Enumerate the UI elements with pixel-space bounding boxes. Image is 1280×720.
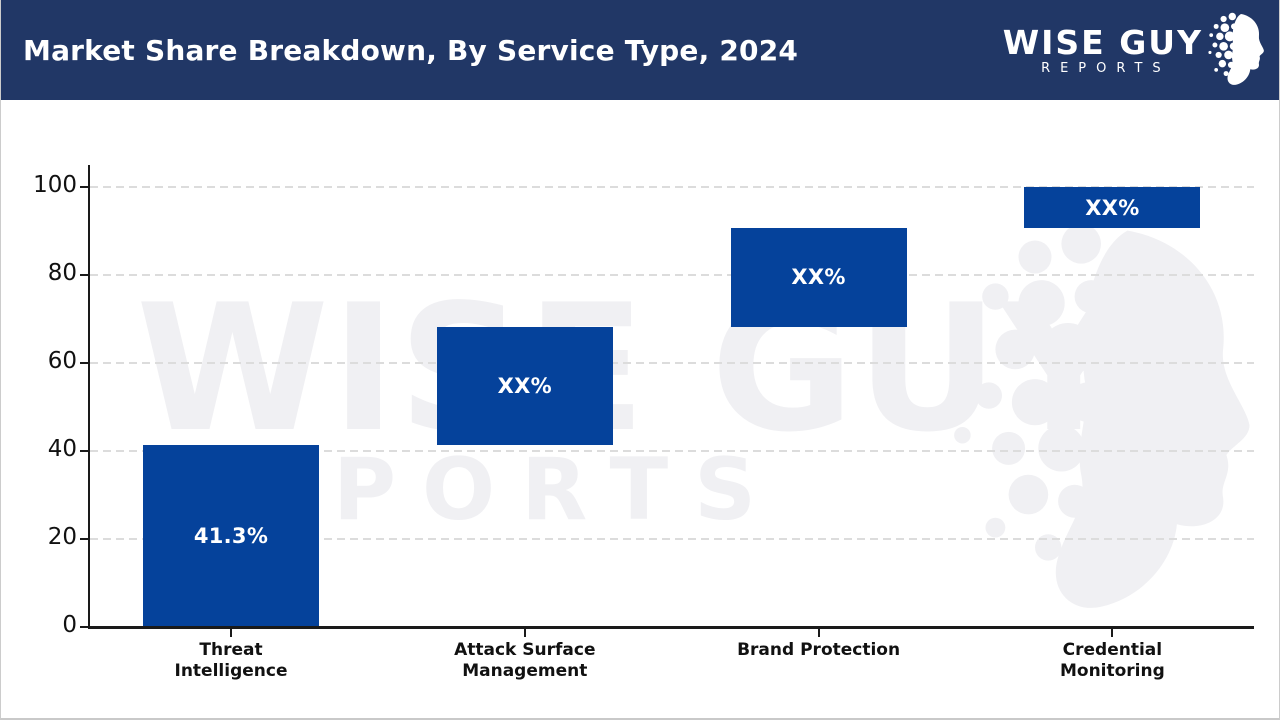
bar-segment: XX%: [730, 228, 907, 327]
y-tick-label-0: 0: [62, 612, 77, 638]
bar-value-label: 41.3%: [193, 524, 269, 549]
y-tick-mark-0: [80, 626, 88, 628]
gridline-60: [90, 361, 1254, 364]
x-category-label: Credential Monitoring: [1059, 640, 1165, 681]
y-tick-label-100: 100: [33, 171, 77, 198]
bar-segment: XX%: [1024, 187, 1201, 229]
y-tick-mark-100: [80, 185, 88, 188]
y-tick-mark-60: [80, 361, 88, 364]
x-axis-line: [88, 626, 1254, 629]
x-category-label: Brand Protection: [737, 640, 901, 660]
y-tick-label-20: 20: [47, 523, 77, 550]
logo-wordmark: WISE GUY REPORTS: [1002, 22, 1203, 76]
wise-guy-reports-logo: WISE GUY REPORTS: [1003, 10, 1267, 90]
bar-value-label: XX%: [1085, 195, 1140, 220]
x-tick-mark: [817, 629, 820, 637]
gridline-40: [90, 449, 1254, 452]
gridline-100: [90, 185, 1254, 188]
x-category-label: Attack Surface Management: [454, 640, 596, 681]
bar-value-label: XX%: [497, 373, 552, 398]
gridline-20: [90, 537, 1254, 540]
y-tick-label-80: 80: [47, 259, 77, 286]
logo-head-icon: [1208, 12, 1264, 85]
y-axis-line: [88, 165, 90, 629]
bar-segment: 41.3%: [143, 445, 319, 627]
y-tick-mark-80: [80, 273, 88, 276]
page-title: Market Share Breakdown, By Service Type,…: [23, 33, 799, 67]
logo-wordmark-line2: REPORTS: [1041, 60, 1171, 76]
y-tick-label-60: 60: [47, 347, 77, 374]
bar-segment: XX%: [436, 326, 613, 446]
x-tick-mark: [1111, 629, 1114, 637]
bar-value-label: XX%: [791, 265, 846, 290]
x-category-label: Threat Intelligence: [174, 640, 288, 681]
logo-wordmark-line1: WISE GUY: [1002, 22, 1203, 62]
y-tick-label-40: 40: [47, 435, 77, 462]
header-banner: Market Share Breakdown, By Service Type,…: [1, 0, 1279, 100]
gridline-80: [90, 273, 1254, 276]
x-tick-mark: [523, 629, 526, 637]
y-tick-mark-40: [80, 449, 88, 452]
x-tick-mark: [230, 629, 232, 637]
watermark-head-graphic: [954, 224, 1250, 608]
y-tick-mark-20: [80, 537, 88, 540]
